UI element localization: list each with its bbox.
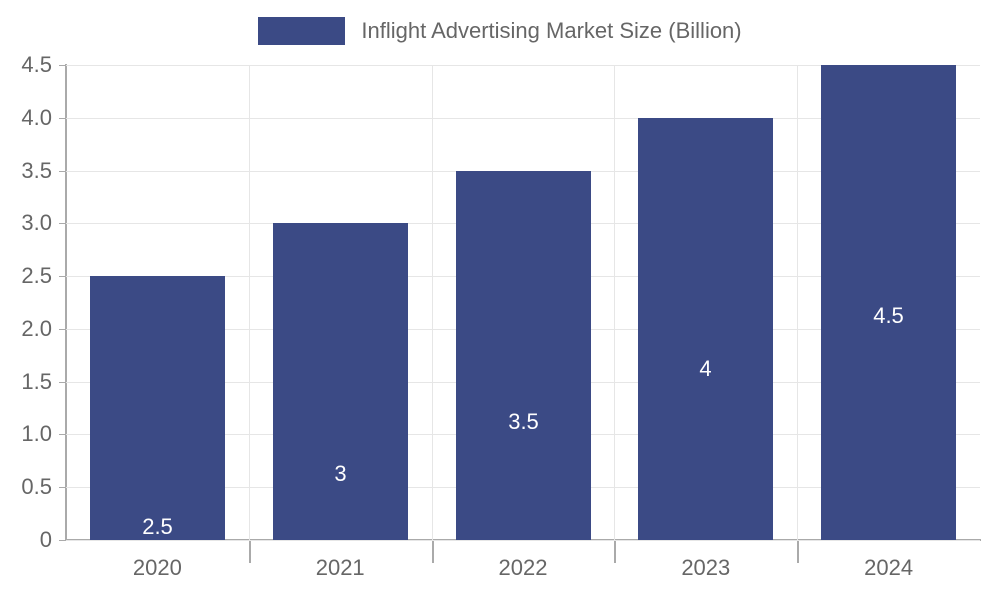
legend-label: Inflight Advertising Market Size (Billio…	[361, 18, 742, 43]
bar-value-label: 4	[699, 355, 712, 381]
y-axis-tick	[59, 65, 66, 66]
gridline-vertical	[797, 65, 798, 540]
y-axis-tick	[59, 328, 66, 330]
y-axis-tick-label: 0	[39, 527, 52, 552]
plot-area: 2.5 3 3.5 4 4.5	[66, 65, 980, 541]
y-axis-tick-label: 2.0	[21, 315, 52, 341]
y-axis-tick	[59, 276, 66, 278]
y-axis-tick-label: 4.0	[21, 104, 52, 130]
gridline-horizontal	[66, 117, 980, 119]
gridline-vertical	[249, 65, 250, 540]
legend-item-inflight-advertising-market-size[interactable]: Inflight Advertising Market Size (Billio…	[258, 17, 742, 45]
chart-legend: Inflight Advertising Market Size (Billio…	[0, 14, 1000, 48]
bar-value-label: 4.5	[873, 303, 904, 328]
bar[interactable]	[638, 117, 773, 540]
x-axis-tick	[614, 541, 616, 563]
legend-swatch-icon	[258, 17, 346, 45]
y-axis-tick-label: 0.5	[21, 474, 52, 500]
y-axis-tick-label: 3.5	[21, 157, 52, 183]
gridline-vertical	[614, 65, 615, 540]
bar-value-label: 3.5	[508, 408, 539, 434]
bar-value-label: 2.5	[142, 514, 173, 540]
y-axis-tick	[59, 540, 66, 541]
bar[interactable]	[90, 276, 225, 540]
x-axis-tick	[432, 541, 434, 563]
y-axis-tick	[59, 381, 66, 383]
gridline-vertical	[432, 65, 433, 540]
y-axis-tick	[59, 117, 66, 119]
y-axis-tick-label: 2.5	[21, 263, 52, 289]
y-axis-line	[65, 64, 67, 541]
x-axis-tick-label: 2022	[498, 555, 548, 580]
y-axis-tick	[59, 223, 66, 225]
y-axis-tick	[59, 487, 66, 489]
bar[interactable]	[273, 223, 408, 540]
y-axis-tick-label: 1.5	[21, 368, 52, 394]
y-axis-tick	[59, 170, 66, 172]
y-axis-tick-label: 1.0	[21, 421, 52, 447]
x-axis-tick-label: 2020	[132, 555, 182, 580]
x-axis-tick	[797, 541, 799, 563]
y-axis-tick	[59, 434, 66, 436]
bar[interactable]	[821, 65, 956, 540]
y-axis-tick-label: 3.0	[21, 210, 52, 236]
y-axis-tick-label: 4.5	[21, 52, 52, 77]
gridline-horizontal	[66, 65, 980, 66]
bar-value-label: 3	[334, 461, 347, 487]
x-axis-tick-label: 2023	[681, 555, 731, 580]
bar[interactable]	[456, 170, 591, 540]
gridline-horizontal	[66, 540, 980, 541]
x-axis-tick	[249, 541, 251, 563]
x-axis-tick-label: 2021	[315, 555, 365, 580]
x-axis-tick-label: 2024	[864, 555, 914, 580]
